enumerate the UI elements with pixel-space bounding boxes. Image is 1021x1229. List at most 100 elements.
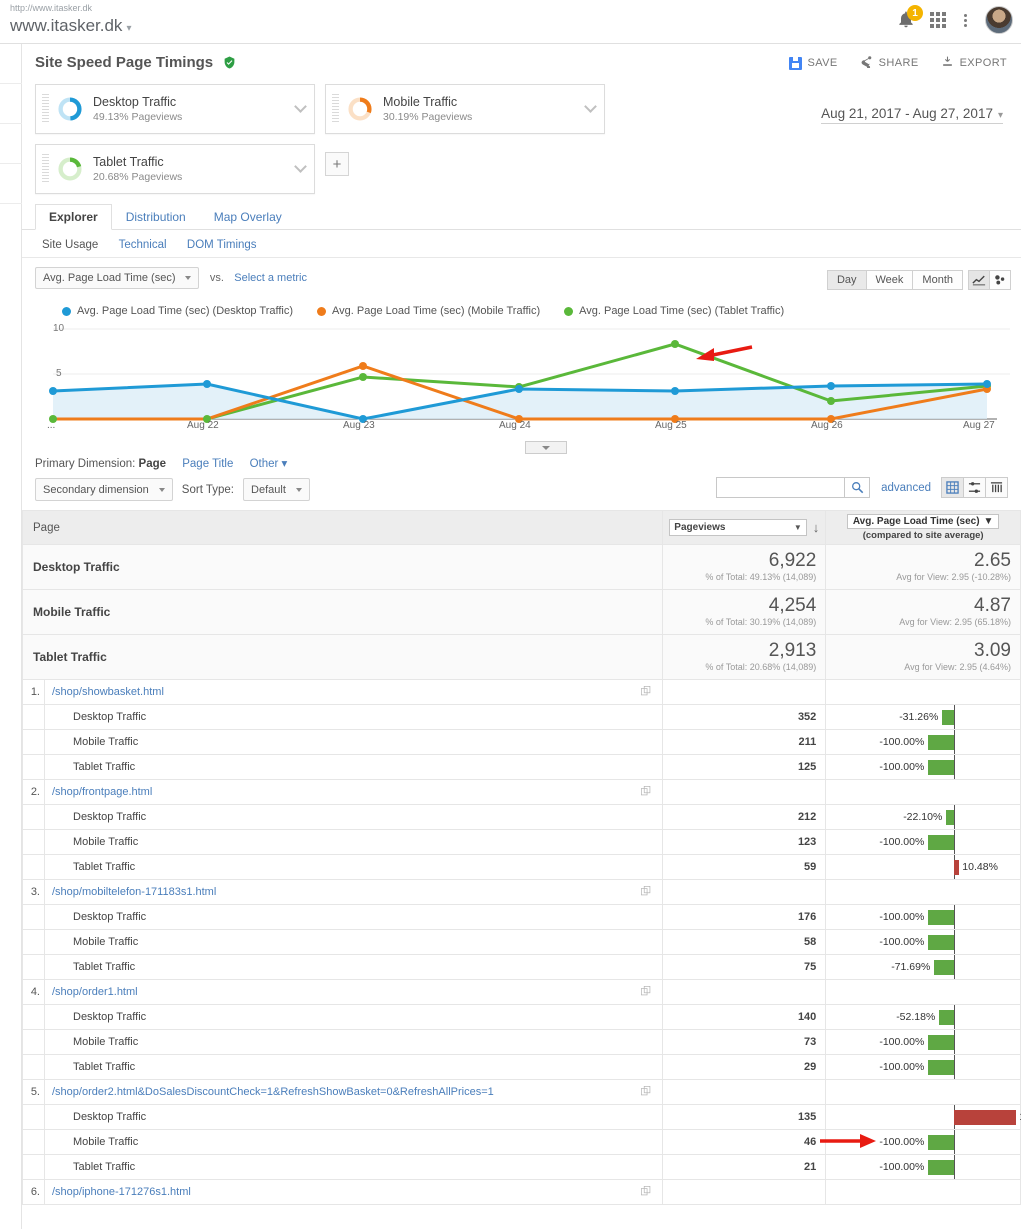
advanced-filter-link[interactable]: advanced [881, 481, 931, 494]
chevron-down-icon[interactable] [584, 100, 597, 113]
table-row: Mobile Traffic 123 -100.00% [22, 829, 1021, 855]
tab-explorer[interactable]: Explorer [35, 204, 112, 230]
col-header-avg-page-load-time[interactable]: Avg. Page Load Time (sec) ▼ (compared to… [825, 510, 1021, 545]
search-input[interactable] [716, 477, 845, 498]
comparison-bar [954, 860, 960, 875]
summary-avg-sub: Avg for View: 2.95 (-10.28%) [896, 572, 1011, 582]
table-row: Mobile Traffic 211 -100.00% [22, 729, 1021, 755]
granularity-day[interactable]: Day [826, 270, 867, 290]
comparison-percent: -100.00% [879, 1136, 925, 1148]
comparison-bar [946, 810, 955, 825]
avg-metric-select[interactable]: Avg. Page Load Time (sec) ▼ [846, 514, 1000, 529]
segment-mobile-traffic[interactable]: Mobile Traffic 30.19% Pageviews [325, 84, 605, 134]
legend-item-tablet[interactable]: Avg. Page Load Time (sec) (Tablet Traffi… [564, 305, 784, 317]
legend-item-mobile[interactable]: Avg. Page Load Time (sec) (Mobile Traffi… [317, 305, 540, 317]
page-title: Site Speed Page Timings [35, 54, 236, 71]
segment-sub: 20.68% Pageviews [93, 171, 183, 183]
group-pageviews-cell [662, 679, 827, 705]
page-title-link[interactable]: Page Title [182, 458, 234, 470]
segment-desktop-traffic[interactable]: Desktop Traffic 49.13% Pageviews [35, 84, 315, 134]
drag-handle-icon[interactable] [42, 94, 49, 124]
y-tick-10: 10 [53, 323, 65, 334]
open-in-new-icon[interactable] [641, 985, 651, 999]
page-url-cell[interactable]: /shop/mobiltelefon-171183s1.html [43, 879, 664, 905]
apps-grid-icon[interactable] [930, 12, 946, 28]
comparison-percent: -22.10% [903, 811, 943, 823]
table-row: Tablet Traffic 21 -100.00% [22, 1154, 1021, 1180]
row-pageviews: 211 [662, 729, 827, 755]
subtab-dom-timings[interactable]: DOM Timings [186, 239, 257, 251]
timeseries-chart[interactable]: 10 5 ... Aug 22 Aug 23 Aug 24 Aug 25 Aug… [35, 321, 1010, 454]
user-avatar[interactable] [985, 6, 1013, 34]
open-in-new-icon[interactable] [641, 1085, 651, 1099]
date-range-picker[interactable]: Aug 21, 2017 - Aug 27, 2017 ▾ [821, 106, 1003, 124]
row-pageviews: 75 [662, 954, 827, 980]
page-url-cell[interactable]: /shop/order1.html [43, 979, 664, 1005]
search-box[interactable] [716, 477, 871, 498]
drag-handle-icon[interactable] [332, 94, 339, 124]
legend-item-desktop[interactable]: Avg. Page Load Time (sec) (Desktop Traff… [62, 305, 293, 317]
col-header-pageviews[interactable]: Pageviews ▼ ↓ [662, 510, 827, 545]
page-url-link[interactable]: /shop/mobiltelefon-171183s1.html [52, 885, 217, 898]
granularity-week[interactable]: Week [865, 270, 914, 290]
table-view-icon[interactable] [941, 477, 964, 498]
property-selector[interactable]: www.itasker.dk ▾ [10, 16, 131, 36]
page-url-link[interactable]: /shop/order1.html [52, 985, 138, 998]
row-pageviews: 21 [662, 1154, 827, 1180]
motion-chart-icon[interactable] [989, 270, 1011, 290]
segment-tablet-traffic[interactable]: Tablet Traffic 20.68% Pageviews [35, 144, 315, 194]
pageviews-metric-select[interactable]: Pageviews ▼ [669, 519, 807, 536]
open-in-new-icon[interactable] [641, 1185, 651, 1199]
segment-name: Desktop Traffic [93, 95, 177, 109]
row-comparison-bar-cell: -31.26% [825, 704, 1021, 730]
page-url-cell[interactable]: /shop/iphone-171276s1.html [43, 1179, 664, 1205]
report-actions: SAVE SHARE EXPORT [788, 55, 1007, 71]
select-a-metric-link[interactable]: Select a metric [234, 272, 307, 284]
page-url-link[interactable]: /shop/order2.html&DoSalesDiscountCheck=1… [52, 1085, 494, 1098]
open-in-new-icon[interactable] [641, 785, 651, 799]
comparison-axis [954, 1155, 956, 1179]
sort-descending-icon[interactable]: ↓ [812, 520, 820, 535]
row-pageviews: 123 [662, 829, 827, 855]
tab-map-overlay[interactable]: Map Overlay [213, 210, 282, 224]
page-url-cell[interactable]: /shop/order2.html&DoSalesDiscountCheck=1… [43, 1079, 664, 1105]
col-header-page[interactable]: Page [21, 510, 664, 545]
page-url-cell[interactable]: /shop/frontpage.html [43, 779, 664, 805]
page-url-link[interactable]: /shop/showbasket.html [52, 685, 164, 698]
page-url-link[interactable]: /shop/frontpage.html [52, 785, 153, 798]
percentage-view-icon[interactable] [963, 477, 986, 498]
chevron-down-icon[interactable] [294, 100, 307, 113]
line-chart-icon[interactable] [968, 270, 990, 290]
chevron-down-icon[interactable] [294, 160, 307, 173]
page-url-cell[interactable]: /shop/showbasket.html [43, 679, 664, 705]
group-pageviews-cell [662, 979, 827, 1005]
open-in-new-icon[interactable] [641, 685, 651, 699]
add-segment-button[interactable]: + [325, 152, 349, 176]
tab-distribution[interactable]: Distribution [125, 210, 186, 224]
drag-handle-icon[interactable] [42, 154, 49, 184]
open-in-new-icon[interactable] [641, 885, 651, 899]
secondary-dimension-select[interactable]: Secondary dimension [35, 478, 173, 501]
notifications-bell-icon[interactable]: 1 [896, 5, 923, 31]
share-button[interactable]: SHARE [860, 55, 919, 71]
search-button[interactable] [844, 477, 871, 498]
export-button[interactable]: EXPORT [941, 55, 1007, 71]
page-url-link[interactable]: /shop/iphone-171276s1.html [52, 1185, 191, 1198]
comparison-view-icon[interactable] [985, 477, 1008, 498]
metric-select-value: Avg. Page Load Time (sec) [43, 272, 176, 284]
row-segment-name: Tablet Traffic [43, 1154, 664, 1180]
view-type-group [941, 477, 1008, 498]
primary-dimension-value[interactable]: Page [138, 458, 167, 470]
subtab-site-usage[interactable]: Site Usage [42, 239, 99, 251]
other-dimension-link[interactable]: Other ▾ [249, 458, 288, 470]
metric-select[interactable]: Avg. Page Load Time (sec) [35, 267, 200, 289]
table-row: Mobile Traffic 46 -100.00% [22, 1129, 1021, 1155]
granularity-month[interactable]: Month [912, 270, 963, 290]
chart-zoom-handle[interactable] [525, 441, 567, 454]
more-options-icon[interactable] [960, 13, 971, 27]
sidebar-stub-3 [0, 124, 22, 164]
sort-type-select[interactable]: Default [243, 478, 310, 501]
row-spacer [22, 854, 45, 880]
subtab-technical[interactable]: Technical [118, 239, 167, 251]
save-button[interactable]: SAVE [788, 56, 838, 70]
